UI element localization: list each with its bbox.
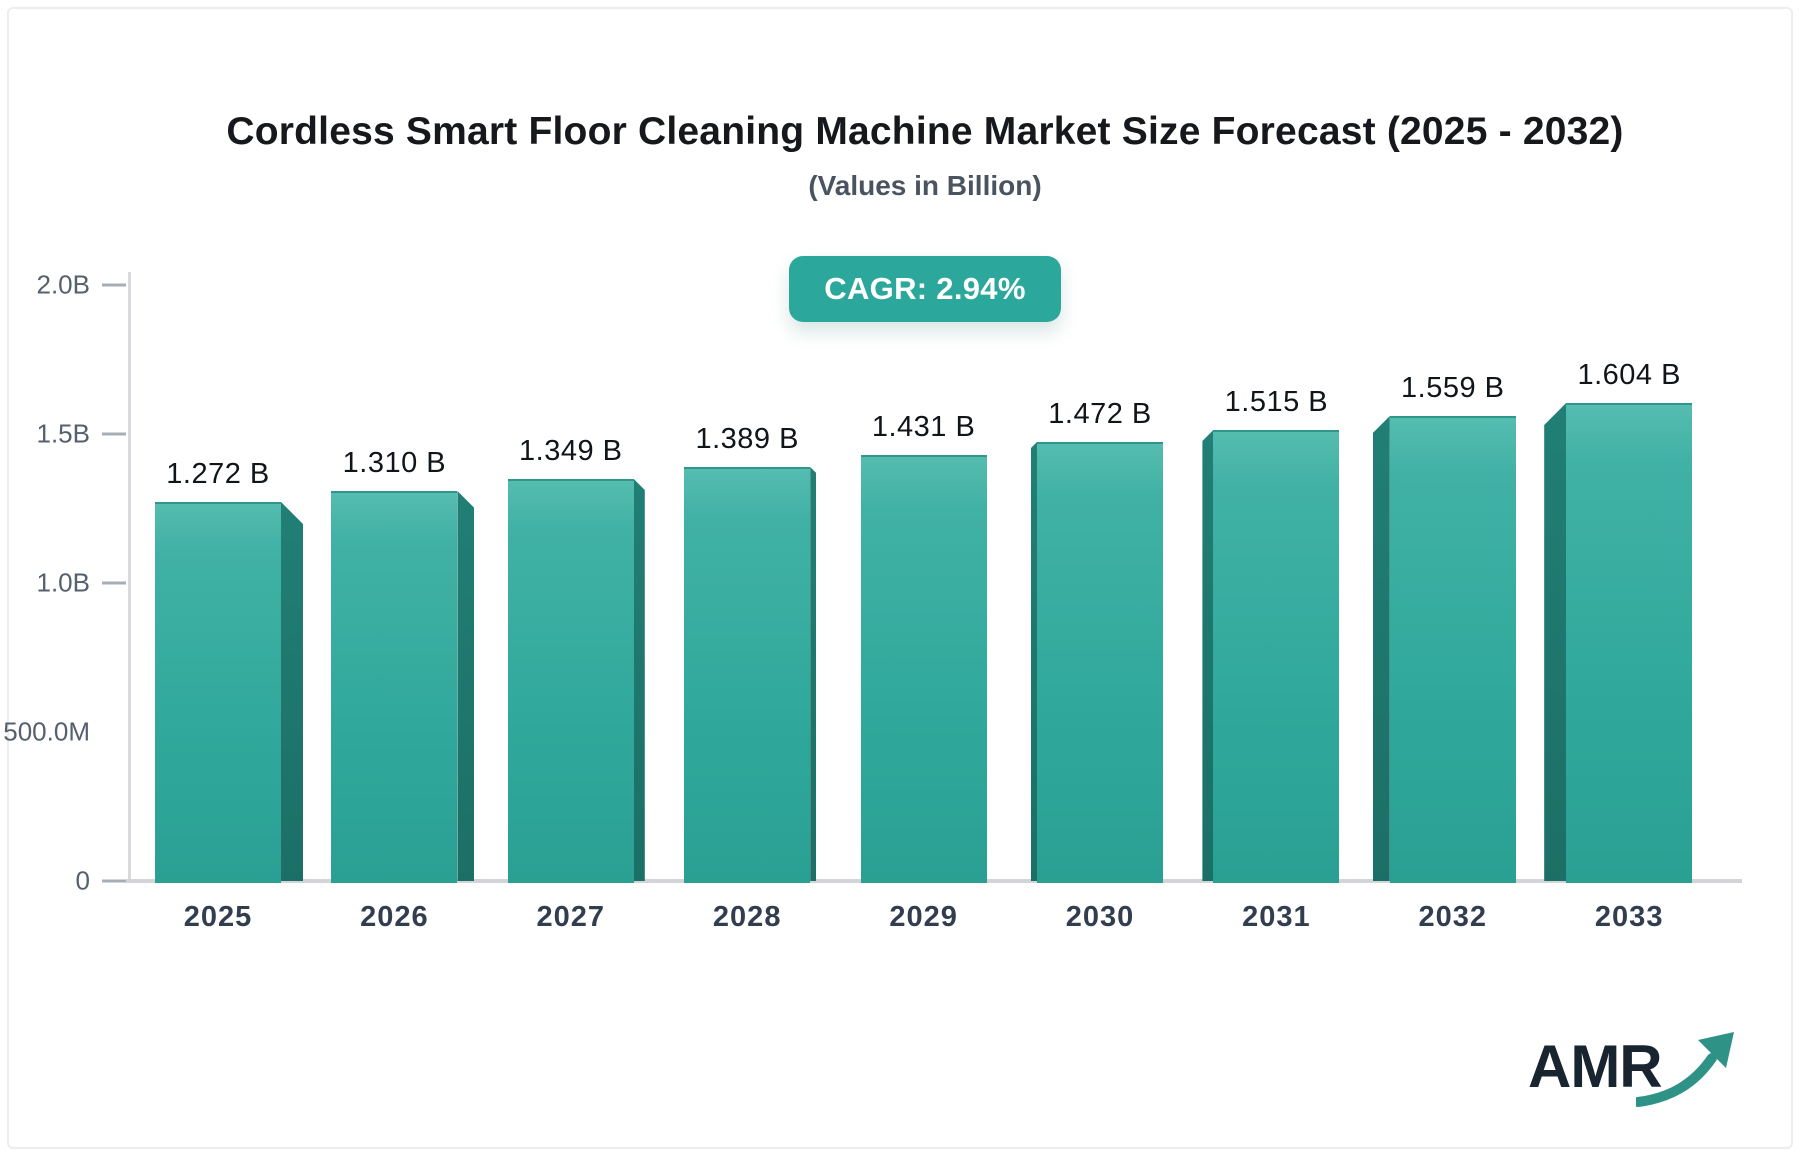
- amr-logo-text: AMR: [1528, 1033, 1663, 1100]
- x-axis-label: 2025: [183, 901, 253, 933]
- y-axis-tick-mark: [102, 283, 126, 287]
- x-axis-label: 2031: [1242, 901, 1311, 933]
- y-axis-tick-mark: [102, 879, 126, 883]
- y-axis-line: [128, 272, 131, 883]
- cagr-badge: CAGR: 2.94%: [789, 256, 1061, 322]
- bar-value-label: 1.515 B: [1224, 386, 1329, 418]
- bar-2028: [684, 467, 811, 883]
- y-axis-tick-label: 1.0B: [36, 567, 91, 598]
- y-axis-tick-label: 0: [75, 865, 90, 896]
- bar-side-face-2031: [1202, 430, 1214, 881]
- bar-side-face-2027: [633, 479, 645, 881]
- bar-value-label: 1.431 B: [871, 411, 976, 443]
- chart-subtitle: (Values in Billion): [808, 170, 1042, 201]
- bar-2031: [1213, 430, 1340, 883]
- bar-2033: [1566, 403, 1693, 883]
- bar-side-face-2025: [281, 502, 303, 881]
- bar-side-face-2033: [1544, 403, 1567, 881]
- y-axis-tick-mark: [102, 581, 126, 585]
- x-axis-label: 2026: [360, 901, 429, 933]
- x-axis-label: 2030: [1065, 901, 1135, 933]
- chart-title: Cordless Smart Floor Cleaning Machine Ma…: [226, 110, 1624, 153]
- growth-arrow-icon: [1636, 1032, 1734, 1107]
- bar-side-face-2026: [457, 491, 475, 881]
- bar-value-label: 1.559 B: [1401, 372, 1505, 404]
- x-axis-label: 2028: [712, 901, 782, 933]
- x-axis-label: 2032: [1418, 901, 1488, 933]
- y-axis-tick-label: 500.0M: [3, 716, 90, 747]
- bar-value-label: 1.310 B: [342, 447, 447, 479]
- bar-value-label: 1.389 B: [695, 423, 799, 455]
- bar-2026: [331, 491, 458, 883]
- bar-value-label: 1.472 B: [1048, 398, 1152, 430]
- bar-value-label: 1.272 B: [166, 458, 270, 490]
- bar-value-label: 1.604 B: [1577, 359, 1681, 391]
- bar-value-label: 1.349 B: [519, 435, 623, 467]
- bar-2032: [1389, 416, 1516, 883]
- y-axis-tick-label: 2.0B: [36, 269, 91, 300]
- bar-2030: [1037, 442, 1163, 883]
- bar-side-face-2028: [810, 467, 817, 881]
- x-axis-label: 2029: [889, 901, 958, 933]
- amr-logo: AMR: [1528, 1026, 1734, 1112]
- bar-side-face-2032: [1372, 416, 1390, 881]
- y-axis-tick-label: 1.5B: [36, 418, 91, 449]
- y-axis-tick-mark: [102, 432, 126, 436]
- bar-2029: [860, 455, 987, 883]
- bar-side-face-2030: [1031, 442, 1037, 881]
- x-axis-label: 2033: [1594, 901, 1664, 933]
- x-axis-label: 2027: [536, 901, 606, 933]
- bar-2025: [155, 502, 281, 883]
- bar-2027: [507, 479, 634, 883]
